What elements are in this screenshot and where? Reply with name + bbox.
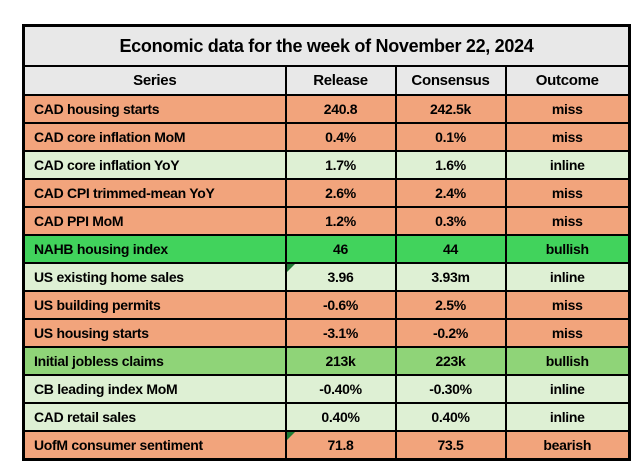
series-cell: CAD PPI MoM <box>22 206 287 236</box>
release-cell: -0.6% <box>284 290 397 320</box>
table-row: UofM consumer sentiment 71.8 73.5 bearish <box>22 430 631 461</box>
table-row: NAHB housing index 46 44 bullish <box>22 234 631 264</box>
series-cell: US housing starts <box>22 318 287 348</box>
outcome-cell: inline <box>504 374 631 404</box>
series-cell: US building permits <box>22 290 287 320</box>
table-row: US housing starts -3.1% -0.2% miss <box>22 318 631 348</box>
release-cell: 1.7% <box>284 150 397 180</box>
table-row: CAD retail sales 0.40% 0.40% inline <box>22 402 631 432</box>
release-cell: 240.8 <box>284 94 397 124</box>
table-row: CAD CPI trimmed-mean YoY 2.6% 2.4% miss <box>22 178 631 208</box>
release-cell: -0.40% <box>284 374 397 404</box>
table-row: CAD core inflation YoY 1.7% 1.6% inline <box>22 150 631 180</box>
consensus-cell: 1.6% <box>394 150 507 180</box>
table-row: CAD PPI MoM 1.2% 0.3% miss <box>22 206 631 236</box>
outcome-cell: miss <box>504 290 631 320</box>
consensus-cell: 3.93m <box>394 262 507 292</box>
table-row: US existing home sales 3.96 3.93m inline <box>22 262 631 292</box>
release-cell: 1.2% <box>284 206 397 236</box>
table-title: Economic data for the week of November 2… <box>22 24 631 67</box>
consensus-cell: 73.5 <box>394 430 507 461</box>
consensus-cell: 2.4% <box>394 178 507 208</box>
series-cell: CAD core inflation MoM <box>22 122 287 152</box>
series-cell: Initial jobless claims <box>22 346 287 376</box>
outcome-cell: miss <box>504 94 631 124</box>
table-body: CAD housing starts 240.8 242.5k miss CAD cor… <box>22 94 631 461</box>
consensus-cell: 242.5k <box>394 94 507 124</box>
consensus-cell: 2.5% <box>394 290 507 320</box>
series-cell: CAD CPI trimmed-mean YoY <box>22 178 287 208</box>
release-cell: 2.6% <box>284 178 397 208</box>
outcome-cell: inline <box>504 150 631 180</box>
table-row: CAD housing starts 240.8 242.5k miss <box>22 94 631 124</box>
table-row: US building permits -0.6% 2.5% miss <box>22 290 631 320</box>
series-cell: UofM consumer sentiment <box>22 430 287 461</box>
release-cell: 3.96 <box>284 262 397 292</box>
outcome-cell: miss <box>504 178 631 208</box>
release-cell: 213k <box>284 346 397 376</box>
consensus-cell: 44 <box>394 234 507 264</box>
consensus-cell: -0.30% <box>394 374 507 404</box>
series-cell: CB leading index MoM <box>22 374 287 404</box>
outcome-cell: bullish <box>504 234 631 264</box>
consensus-cell: 0.3% <box>394 206 507 236</box>
outcome-cell: bullish <box>504 346 631 376</box>
consensus-cell: -0.2% <box>394 318 507 348</box>
table-row: Initial jobless claims 213k 223k bullish <box>22 346 631 376</box>
column-header-series: Series <box>22 65 287 96</box>
column-header-outcome: Outcome <box>504 65 631 96</box>
outcome-cell: miss <box>504 318 631 348</box>
outcome-cell: bearish <box>504 430 631 461</box>
release-cell: -3.1% <box>284 318 397 348</box>
series-cell: CAD housing starts <box>22 94 287 124</box>
series-cell: CAD core inflation YoY <box>22 150 287 180</box>
cell-flag-icon <box>287 265 295 272</box>
consensus-cell: 0.40% <box>394 402 507 432</box>
cell-flag-icon <box>287 432 295 440</box>
economic-data-table: Economic data for the week of November 2… <box>22 24 631 461</box>
column-header-consensus: Consensus <box>394 65 507 96</box>
title-row: Economic data for the week of November 2… <box>22 24 631 67</box>
series-cell: US existing home sales <box>22 262 287 292</box>
table-row: CAD core inflation MoM 0.4% 0.1% miss <box>22 122 631 152</box>
outcome-cell: inline <box>504 262 631 292</box>
release-cell: 0.40% <box>284 402 397 432</box>
series-cell: CAD retail sales <box>22 402 287 432</box>
release-cell: 71.8 <box>284 430 397 461</box>
header-row: Series Release Consensus Outcome <box>22 65 631 96</box>
consensus-cell: 0.1% <box>394 122 507 152</box>
outcome-cell: inline <box>504 402 631 432</box>
table-row: CB leading index MoM -0.40% -0.30% inline <box>22 374 631 404</box>
consensus-cell: 223k <box>394 346 507 376</box>
series-cell: NAHB housing index <box>22 234 287 264</box>
outcome-cell: miss <box>504 206 631 236</box>
release-cell: 0.4% <box>284 122 397 152</box>
release-cell: 46 <box>284 234 397 264</box>
outcome-cell: miss <box>504 122 631 152</box>
column-header-release: Release <box>284 65 397 96</box>
